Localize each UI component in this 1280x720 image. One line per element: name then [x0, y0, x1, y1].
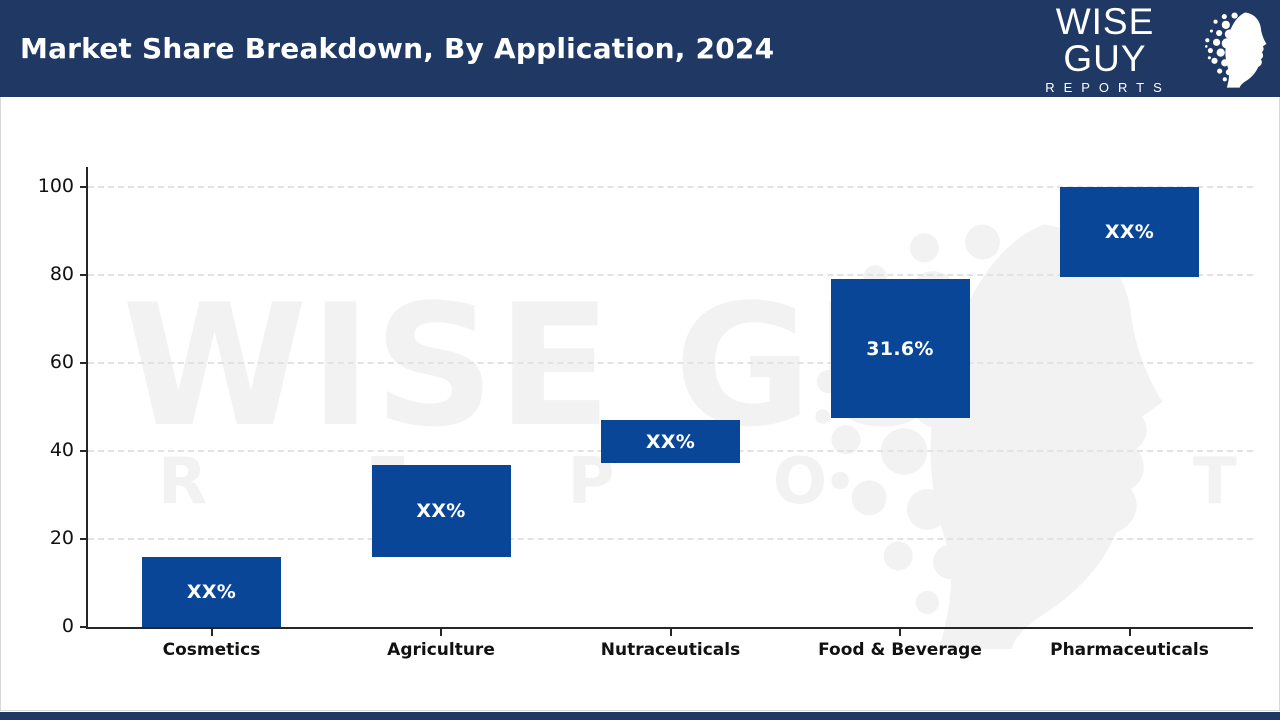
header-bar: Market Share Breakdown, By Application, …: [0, 0, 1280, 97]
y-tickmark-20: [80, 538, 88, 540]
bar-value-label: XX%: [645, 430, 696, 453]
y-tick-label-0: 0: [61, 615, 74, 637]
footer-bar: [0, 712, 1280, 720]
y-tick-label-40: 40: [49, 439, 74, 461]
y-axis-line: [86, 167, 88, 629]
bar-pharmaceuticals: XX%: [1060, 187, 1199, 278]
logo-line1: WISE GUY: [1055, 1, 1155, 79]
x-tickmark-3: [899, 629, 901, 636]
y-tickmark-80: [80, 274, 88, 276]
y-tickmark-40: [80, 450, 88, 452]
x-tick-label-2: Nutraceuticals: [600, 640, 741, 660]
watermark-face-dots-icon: [815, 224, 1163, 649]
x-tickmark-4: [1128, 629, 1131, 636]
x-tick-label-3: Food & Beverage: [818, 640, 982, 660]
logo-wordmark: WISE GUY REPORTS: [1018, 3, 1192, 95]
page-title: Market Share Breakdown, By Application, …: [20, 32, 775, 65]
y-tick-label-100: 100: [37, 175, 74, 197]
gridline-20: [88, 538, 1253, 540]
bar-value-label: XX%: [416, 500, 466, 523]
gridline-100: [88, 186, 1253, 188]
x-tickmark-2: [669, 629, 672, 636]
gridline-80: [88, 274, 1253, 276]
bar-nutraceuticals: XX%: [601, 420, 740, 464]
bar-value-label: XX%: [186, 580, 237, 603]
y-tick-label-60: 60: [49, 351, 74, 373]
bar-cosmetics: XX%: [142, 556, 281, 627]
y-tick-label-80: 80: [49, 263, 74, 285]
bar-agriculture: XX%: [371, 465, 511, 558]
x-axis-line: [86, 627, 1253, 629]
x-tickmark-1: [440, 629, 442, 636]
bar-value-label: XX%: [1104, 221, 1155, 244]
x-tick-label-0: Cosmetics: [162, 640, 261, 660]
y-tick-label-20: 20: [49, 527, 74, 549]
x-tick-label-4: Pharmaceuticals: [1050, 640, 1209, 660]
logo-face-dots-icon: [1205, 12, 1267, 88]
x-tick-label-1: Agriculture: [387, 640, 495, 660]
y-tickmark-100: [80, 186, 88, 188]
gridline-60: [88, 362, 1253, 364]
bar-food-beverage: 31.6%: [830, 279, 970, 419]
wise-guy-logo: WISE GUY REPORTS: [1018, 3, 1268, 95]
logo-line2: REPORTS: [1045, 80, 1171, 95]
y-tickmark-60: [80, 362, 88, 364]
x-tickmark-0: [210, 629, 213, 636]
y-tickmark-0: [80, 626, 88, 628]
bar-value-label: 31.6%: [866, 337, 934, 360]
